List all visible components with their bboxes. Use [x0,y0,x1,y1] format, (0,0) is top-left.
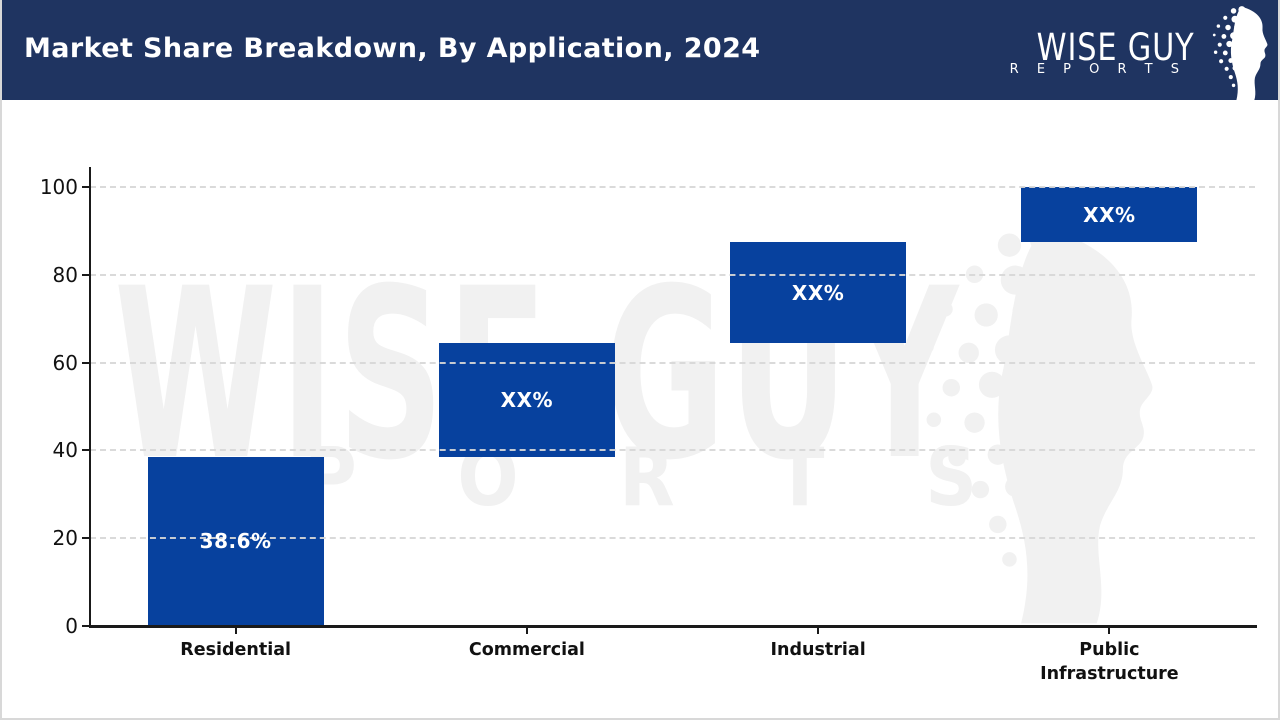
gridline [90,537,1255,540]
x-tick-mark [525,626,528,634]
x-tick-label: Commercial [468,640,585,660]
y-axis-line [89,167,91,628]
bar-value-label: 38.6% [199,529,272,554]
wiseguy-logo: WISE GUY R E P O R T S [1010,0,1272,101]
y-tick-mark [82,625,90,627]
logo-reports-text: R E P O R T S [1009,62,1186,77]
x-tick-mark [234,626,237,634]
x-tick-mark [817,626,820,634]
y-tick-mark [82,537,90,540]
gridline [90,186,1255,188]
gridline [90,449,1255,452]
y-tick-mark [82,186,90,188]
bar-value-label: XX% [500,387,554,412]
gridline [90,361,1255,364]
bar-value-label: XX% [791,280,845,305]
y-tick-label: 100 [39,175,78,199]
gridline [90,273,1255,276]
x-tick-mark [1108,626,1111,634]
y-tick-mark [82,361,90,364]
header-bar: Market Share Breakdown, By Application, … [2,0,1278,101]
y-tick-label: 60 [52,350,78,375]
bar-residential [147,456,324,626]
x-tick-label: Industrial [770,640,866,660]
y-tick-label: 80 [52,262,78,287]
y-tick-label: 40 [52,438,78,463]
y-tick-label: 20 [52,526,78,551]
logo-head-icon [1212,6,1268,101]
bar-value-label: XX% [1083,202,1136,227]
y-tick-mark [82,273,90,276]
x-tick-label: Public Infrastructure [1040,640,1179,684]
bar-industrial [730,242,907,343]
logo-wiseguy-text: WISE GUY [1036,26,1194,69]
x-tick-label: Residential [180,640,292,660]
y-tick-mark [82,449,90,452]
y-tick-label: 0 [65,614,78,638]
chart-title: Market Share Breakdown, By Application, … [24,33,761,64]
x-axis-line [89,625,1257,628]
